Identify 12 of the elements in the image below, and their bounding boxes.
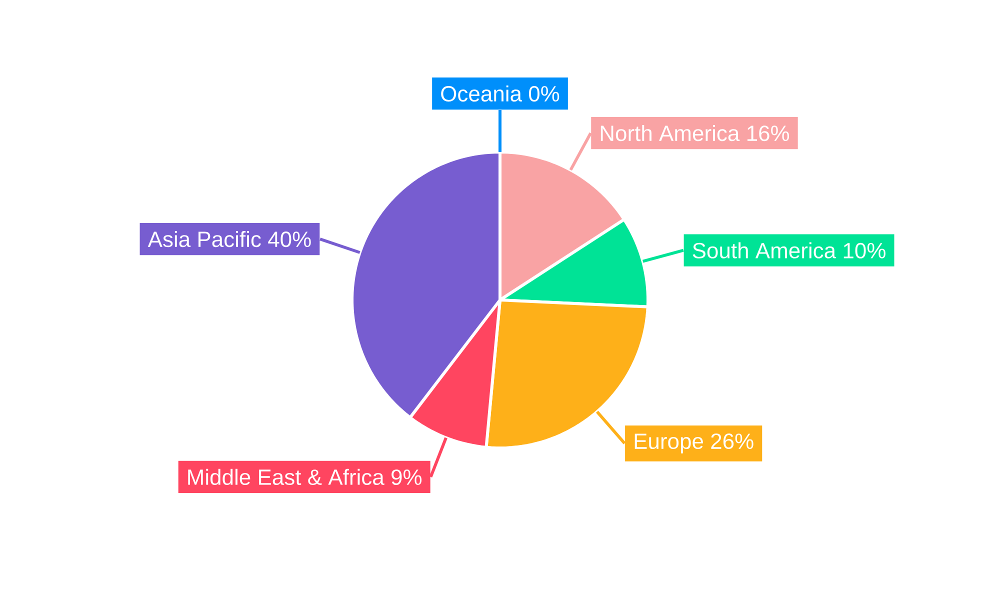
slice-label: South America — [692, 242, 836, 258]
data-label: 10% — [844, 242, 886, 258]
data-label: 26% — [711, 433, 754, 450]
data-label: 40% — [268, 232, 311, 248]
data-label: 16% — [747, 126, 790, 142]
category-label: Oceania — [441, 85, 522, 102]
slice-label: North America — [600, 124, 740, 142]
data-label: 9% — [392, 469, 422, 485]
slice-label: Middle East & Africa — [188, 468, 384, 485]
slice-label: Asia Pacific — [148, 230, 261, 248]
text: 0% — [528, 86, 560, 102]
slice-label: Europe — [634, 434, 703, 454]
